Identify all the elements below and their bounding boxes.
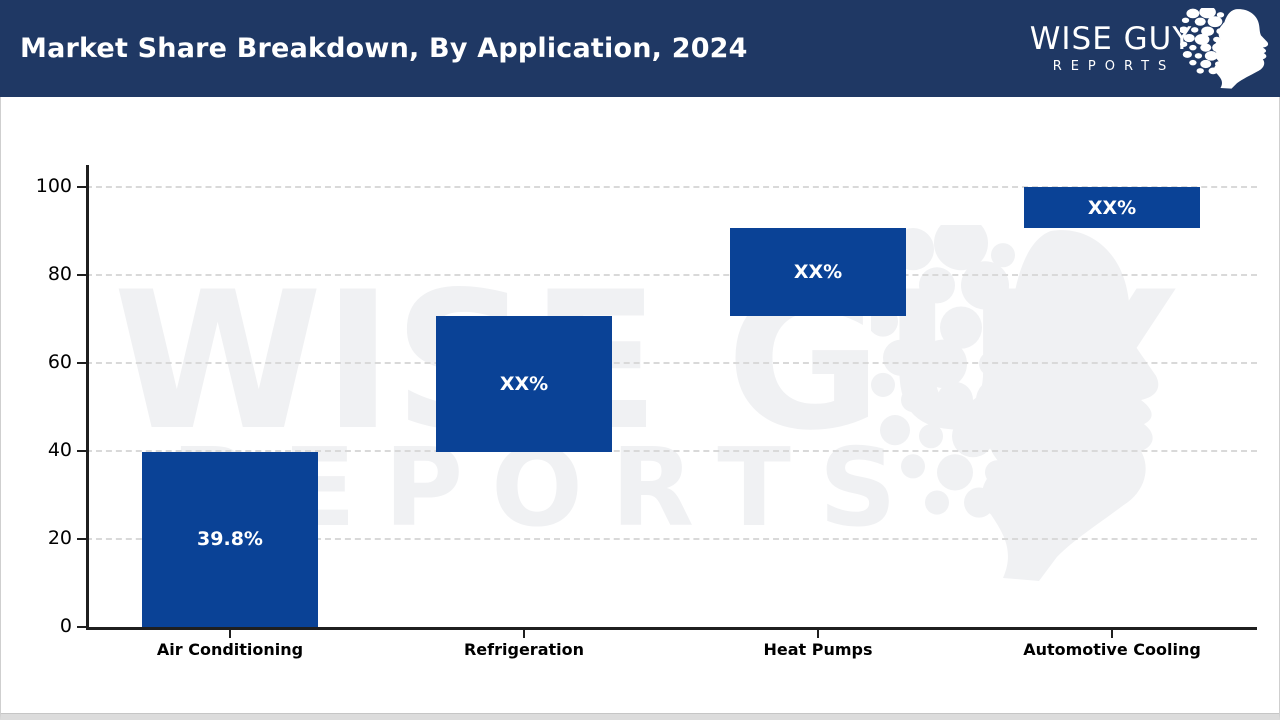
x-axis-label-automotive-cooling: Automotive Cooling bbox=[1023, 640, 1201, 659]
page-title: Market Share Breakdown, By Application, … bbox=[20, 33, 748, 64]
y-axis-tick-label: 0 bbox=[59, 615, 72, 637]
bar-heat-pumps: XX% bbox=[730, 228, 906, 316]
x-tick-mark-automotive-cooling bbox=[1111, 630, 1113, 638]
y-axis-tick-label: 40 bbox=[47, 439, 72, 461]
bar-value-label: XX% bbox=[499, 372, 549, 395]
brand-logo-text: WISE GUY REPORTS bbox=[1022, 22, 1200, 74]
bar-air-conditioning: 39.8% bbox=[142, 451, 318, 627]
gridline-40 bbox=[86, 450, 1257, 452]
brand-subtitle: REPORTS bbox=[1052, 59, 1176, 75]
x-tick-mark-heat-pumps bbox=[817, 630, 819, 638]
bar-automotive-cooling: XX% bbox=[1024, 187, 1200, 229]
y-axis-tick-label: 100 bbox=[35, 175, 72, 197]
x-axis-label-air-conditioning: Air Conditioning bbox=[156, 640, 304, 659]
x-tick-mark-air-conditioning bbox=[229, 630, 231, 638]
bar-value-label: XX% bbox=[793, 261, 843, 284]
y-tick-mark-20 bbox=[77, 538, 86, 540]
y-axis-tick-label: 20 bbox=[47, 527, 72, 549]
y-axis-tick-label: 80 bbox=[47, 263, 72, 285]
bar-value-label: XX% bbox=[1087, 196, 1137, 219]
x-axis-line bbox=[86, 627, 1257, 630]
brand-logo: WISE GUY REPORTS bbox=[1022, 6, 1272, 92]
header-bar: Market Share Breakdown, By Application, … bbox=[0, 0, 1280, 97]
bar-refrigeration: XX% bbox=[436, 315, 612, 452]
gridline-60 bbox=[86, 362, 1257, 364]
y-tick-mark-60 bbox=[77, 362, 86, 364]
y-tick-mark-100 bbox=[77, 186, 86, 188]
y-tick-mark-40 bbox=[77, 450, 86, 452]
y-tick-mark-0 bbox=[77, 626, 86, 628]
bar-value-label: 39.8% bbox=[197, 528, 263, 551]
y-axis-line bbox=[86, 165, 89, 630]
x-axis-label-refrigeration: Refrigeration bbox=[463, 640, 584, 659]
y-axis-tick-label: 60 bbox=[47, 351, 72, 373]
brand-name: WISE GUY bbox=[1029, 21, 1193, 57]
gridline-20 bbox=[86, 538, 1257, 540]
x-axis-label-heat-pumps: Heat Pumps bbox=[763, 640, 873, 659]
x-tick-mark-refrigeration bbox=[523, 630, 525, 638]
gridline-80 bbox=[86, 274, 1257, 276]
waterfall-chart: 0 20 40 60 80 100 39.8% Air Conditioning XX% Refr… bbox=[35, 165, 1257, 659]
gridline-100 bbox=[86, 186, 1257, 188]
y-tick-mark-80 bbox=[77, 274, 86, 276]
